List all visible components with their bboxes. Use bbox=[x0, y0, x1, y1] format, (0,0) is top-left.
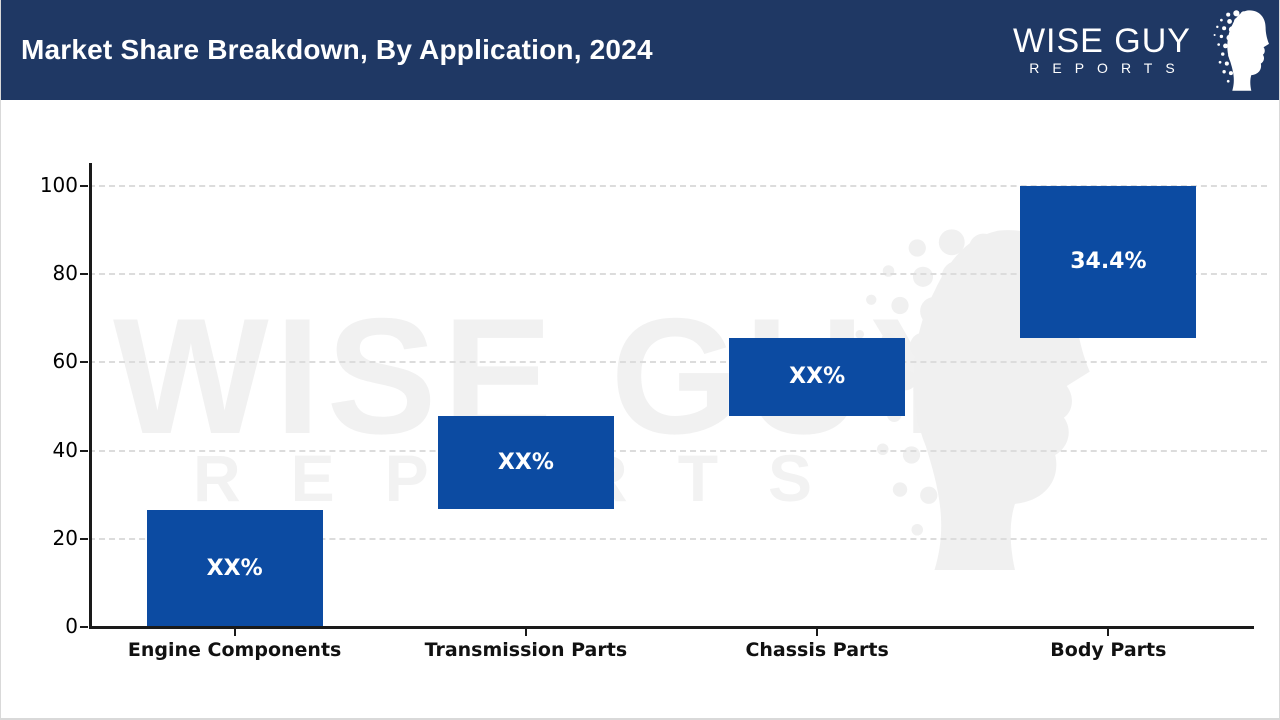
y-gridline bbox=[89, 361, 1267, 364]
x-category-label: Body Parts bbox=[1050, 639, 1167, 661]
x-category-label: Engine Components bbox=[127, 639, 342, 661]
logo-sub-text: REPORTS bbox=[1029, 59, 1188, 76]
bar-value-label: XX% bbox=[789, 364, 846, 390]
x-tick-mark bbox=[524, 629, 527, 636]
y-axis-line bbox=[89, 163, 92, 629]
y-tick-mark bbox=[80, 449, 88, 452]
y-tick-label: 80 bbox=[52, 261, 78, 286]
x-category-label: Transmission Parts bbox=[424, 639, 628, 661]
bar-segment: XX% bbox=[729, 337, 906, 417]
y-tick-label: 20 bbox=[52, 525, 78, 550]
y-tick-mark bbox=[80, 626, 88, 628]
logo-brand-text: WISE GUY bbox=[1012, 22, 1191, 61]
bar-value-label: XX% bbox=[206, 556, 263, 582]
y-tick-label: 40 bbox=[52, 437, 78, 462]
header-bar: Market Share Breakdown, By Application, … bbox=[1, 0, 1279, 100]
y-gridline bbox=[89, 273, 1267, 276]
logo-text: WISE GUY REPORTS bbox=[1012, 22, 1191, 76]
x-category-label: Chassis Parts bbox=[745, 639, 889, 661]
y-tick-mark bbox=[80, 537, 88, 540]
y-tick-mark bbox=[80, 361, 88, 364]
y-tick-label: 0 bbox=[65, 614, 78, 638]
y-tick-label: 100 bbox=[39, 173, 78, 197]
page-title: Market Share Breakdown, By Application, … bbox=[21, 34, 653, 65]
x-axis-line bbox=[89, 626, 1254, 629]
dotted-head-profile-icon bbox=[1213, 10, 1269, 91]
y-tick-label: 60 bbox=[52, 349, 78, 374]
y-gridline bbox=[89, 185, 1267, 187]
bar-segment: XX% bbox=[437, 416, 614, 510]
bar-segment: 34.4% bbox=[1020, 186, 1197, 338]
x-tick-mark bbox=[1107, 629, 1110, 636]
bar-value-label: 34.4% bbox=[1070, 249, 1147, 275]
x-tick-mark bbox=[816, 629, 819, 636]
y-tick-mark bbox=[80, 273, 88, 276]
x-tick-mark bbox=[233, 629, 236, 636]
y-gridline bbox=[89, 537, 1267, 540]
y-tick-mark bbox=[80, 185, 88, 187]
y-gridline bbox=[89, 449, 1267, 452]
wise-guy-reports-logo: WISE GUY REPORTS bbox=[1013, 9, 1269, 91]
bar-value-label: XX% bbox=[497, 450, 554, 476]
bar-segment: XX% bbox=[146, 510, 323, 627]
